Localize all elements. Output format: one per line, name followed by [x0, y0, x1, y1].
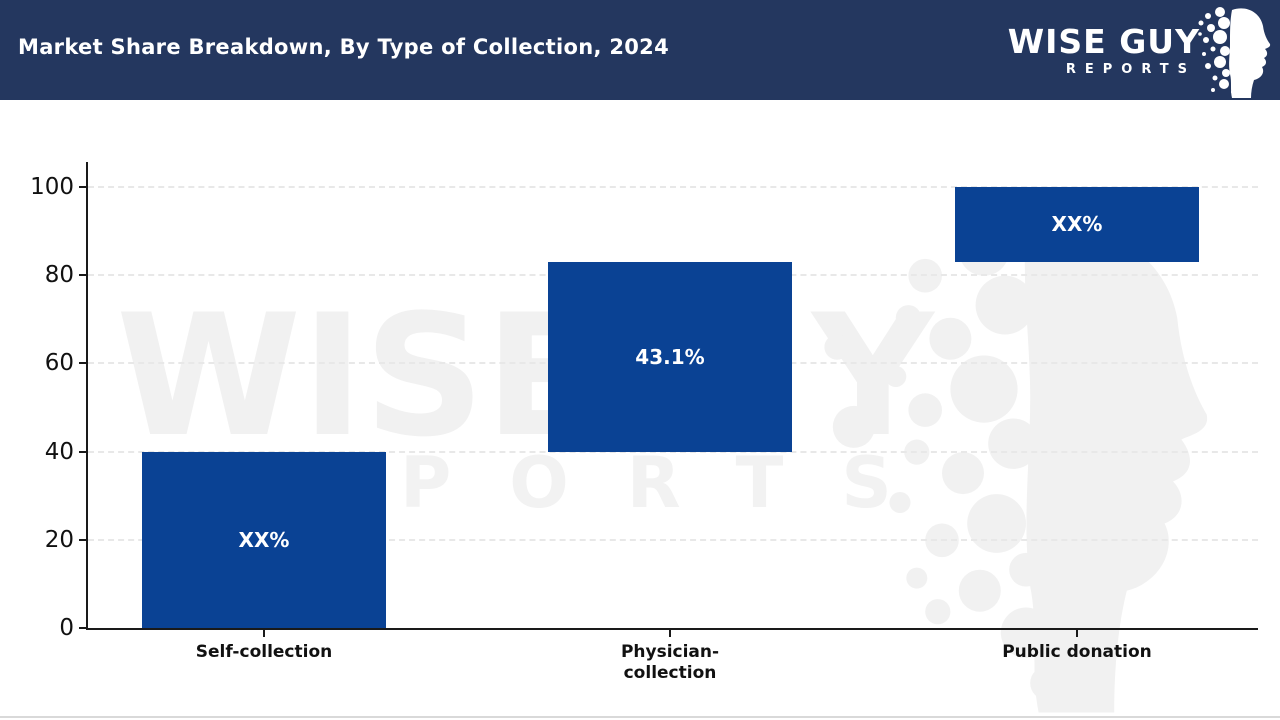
watermark-reports-text: PORTS	[400, 442, 950, 524]
y-tick-mark	[79, 538, 88, 541]
logo-subtext: REPORTS	[1065, 62, 1196, 77]
y-tick-label: 100	[30, 174, 74, 200]
x-tick-mark	[1076, 630, 1078, 637]
x-category-label-line: collection	[623, 663, 717, 683]
x-category-label: Physician-collection	[510, 642, 830, 684]
x-category-label: Public donation	[917, 642, 1237, 663]
watermark-head-icon	[824, 225, 1208, 713]
y-tick-label: 20	[44, 526, 74, 553]
x-axis-spine	[86, 628, 1258, 630]
gridline-100	[88, 186, 1258, 188]
gridline-40	[88, 450, 1258, 453]
bar-value-label: 43.1%	[635, 344, 705, 369]
wise-guy-reports-logo: WISE GUY REPORTS	[1008, 0, 1272, 100]
y-axis-spine	[86, 162, 88, 630]
y-tick-mark	[79, 362, 88, 365]
y-tick-label: 40	[44, 438, 74, 465]
bar-physician-collection: 43.1%	[548, 261, 792, 452]
y-tick-mark	[79, 627, 88, 629]
x-category-label: Self-collection	[104, 642, 424, 663]
header-banner: Market Share Breakdown, By Type of Colle…	[0, 0, 1280, 100]
x-category-label-line: Public donation	[1002, 642, 1152, 662]
bar-value-label: XX%	[1051, 212, 1103, 237]
bottom-border	[0, 716, 1280, 718]
chart-title: Market Share Breakdown, By Type of Colle…	[18, 35, 669, 59]
bar-value-label: XX%	[238, 527, 290, 552]
x-tick-mark	[669, 630, 671, 637]
x-tick-mark	[263, 630, 265, 637]
y-tick-mark	[79, 274, 88, 277]
y-tick-mark	[79, 450, 88, 453]
bar-public-donation: XX%	[955, 187, 1199, 262]
logo-wordmark: WISE GUY	[1007, 22, 1200, 61]
x-category-label-line: Self-collection	[195, 642, 333, 662]
y-tick-label: 60	[44, 350, 74, 377]
logo-head-icon	[1198, 7, 1271, 98]
gridline-20	[88, 538, 1258, 541]
y-tick-label: 0	[59, 615, 74, 641]
y-tick-mark	[79, 186, 88, 188]
x-category-label-line: Physician-	[620, 642, 720, 662]
y-tick-label: 80	[44, 262, 74, 289]
bar-self-collection: XX%	[142, 451, 386, 628]
chart-plot-area: WISE G Y PORTS 0 20 40 60 80 100 XX% 43.1% XX% Se…	[0, 100, 1280, 718]
